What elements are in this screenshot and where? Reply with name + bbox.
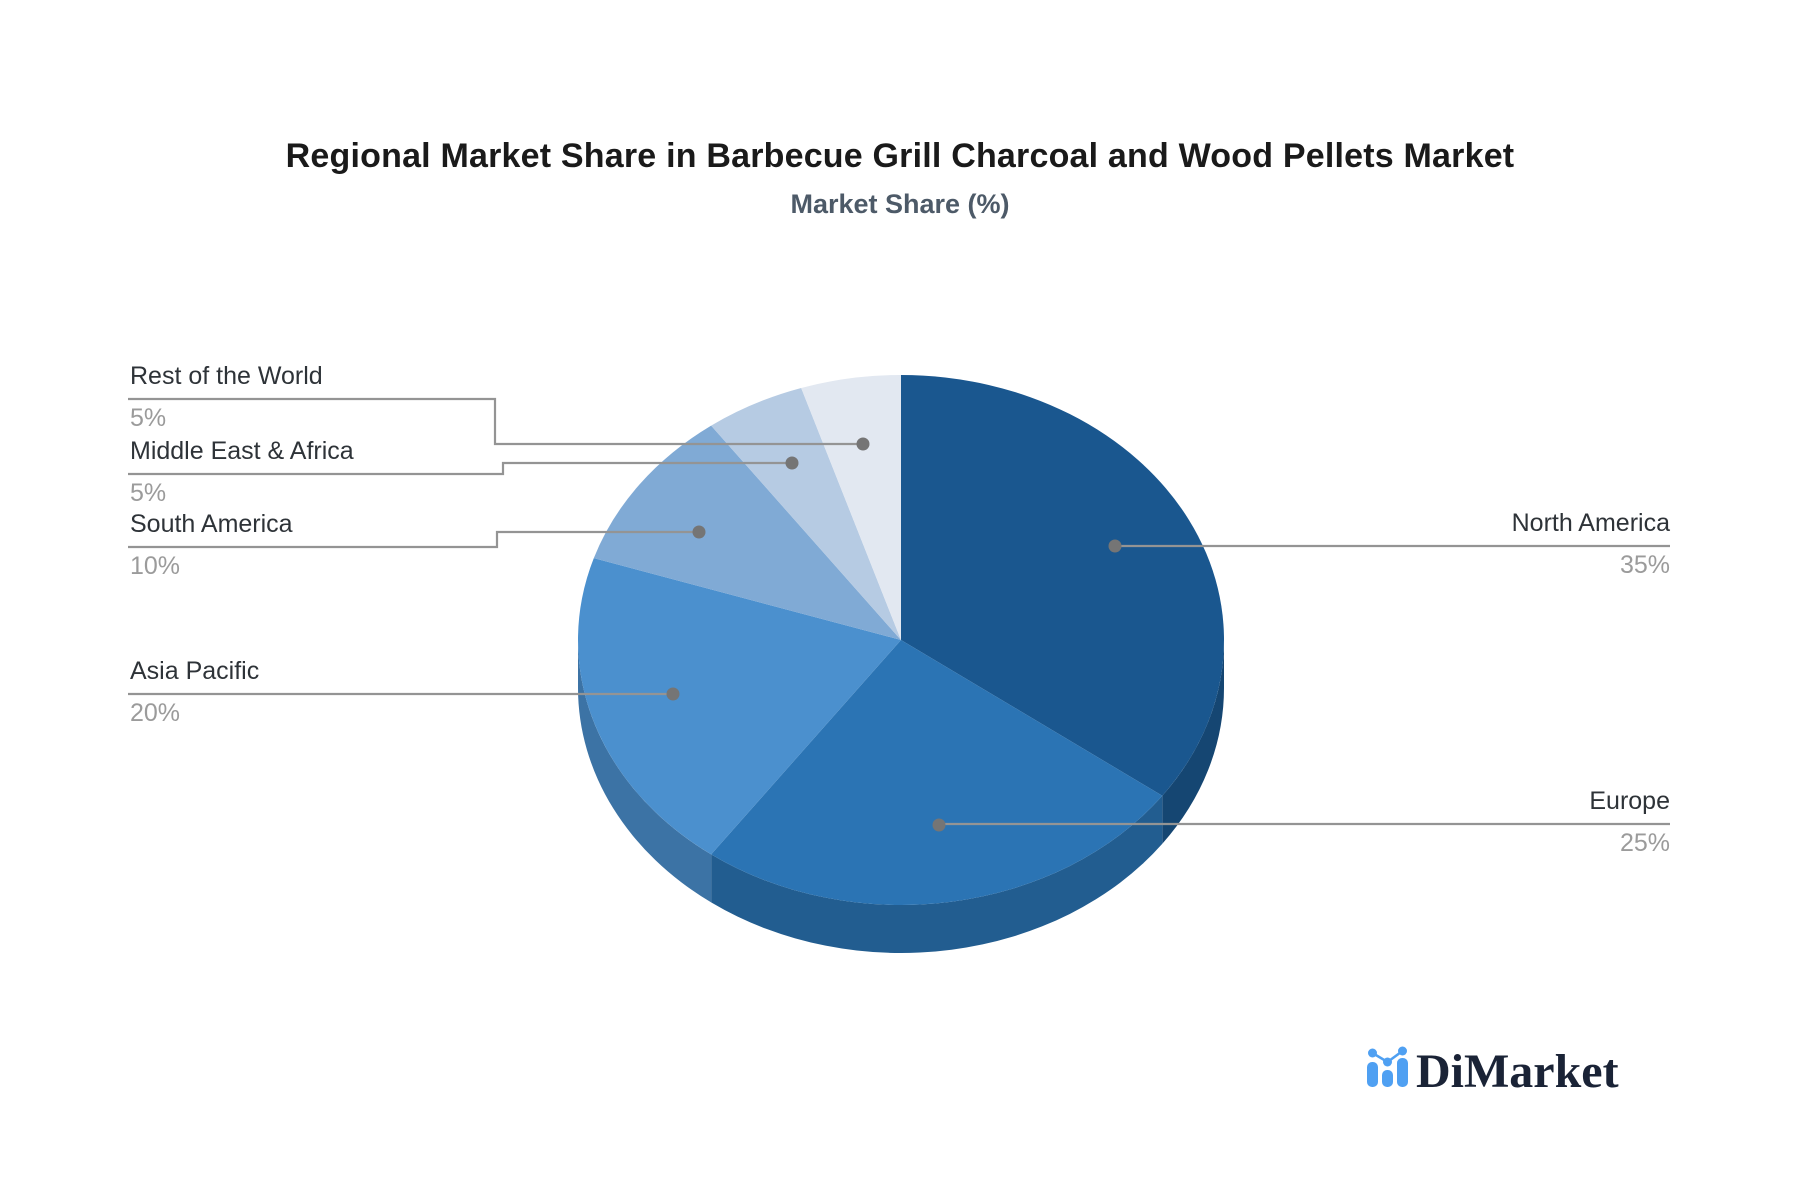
pie-slice-side bbox=[711, 795, 1163, 953]
pie-3d-sides bbox=[578, 640, 1224, 953]
pie-slice-rest-of-the-world bbox=[801, 375, 901, 640]
slice-label: Middle East & Africa bbox=[130, 437, 354, 465]
slice-value: 10% bbox=[130, 552, 181, 580]
slice-value: 5% bbox=[130, 479, 167, 507]
slice-value: 20% bbox=[130, 699, 181, 727]
slice-label: Rest of the World bbox=[130, 362, 323, 390]
slice-value: 35% bbox=[1619, 551, 1670, 579]
chart-subtitle: Market Share (%) bbox=[790, 189, 1010, 219]
slice-label: South America bbox=[130, 510, 293, 538]
leader-dot bbox=[785, 456, 799, 470]
pie-slices bbox=[577, 375, 1224, 906]
chart-title: Regional Market Share in Barbecue Grill … bbox=[285, 137, 1515, 175]
brand-logo: DiMarket bbox=[1367, 1045, 1619, 1098]
leader-dot bbox=[932, 818, 946, 832]
slice-label: Asia Pacific bbox=[130, 657, 260, 685]
pie-slice-middle-east-africa bbox=[711, 387, 901, 640]
slice-value: 25% bbox=[1619, 829, 1670, 857]
leader-dot bbox=[1108, 539, 1122, 553]
pie-slice-north-america bbox=[901, 375, 1224, 796]
logo-bar-3 bbox=[1397, 1058, 1408, 1087]
leader-dot bbox=[856, 437, 870, 451]
logo-bar-2 bbox=[1382, 1070, 1393, 1087]
pie-slice-side bbox=[578, 640, 712, 903]
brand-name: DiMarket bbox=[1416, 1045, 1619, 1098]
logo-dot-1 bbox=[1368, 1048, 1377, 1058]
leader-line bbox=[128, 461, 792, 476]
leader-dot bbox=[692, 525, 706, 539]
logo-bar-1 bbox=[1367, 1062, 1378, 1087]
slice-value: 5% bbox=[130, 404, 167, 432]
slice-label: North America bbox=[1511, 509, 1670, 537]
pie-slice-side bbox=[1162, 640, 1224, 844]
pie-slice-europe bbox=[711, 640, 1163, 906]
slice-label: Europe bbox=[1589, 787, 1670, 815]
leader-line bbox=[128, 397, 863, 446]
leader-dot bbox=[666, 687, 680, 701]
pie-slice-south-america bbox=[593, 425, 901, 640]
logo-dot-2 bbox=[1383, 1057, 1392, 1067]
logo-dot-3 bbox=[1398, 1046, 1407, 1056]
leader-line bbox=[128, 530, 699, 549]
pie-slice-asia-pacific bbox=[577, 558, 901, 855]
leader-lines bbox=[128, 397, 1670, 832]
